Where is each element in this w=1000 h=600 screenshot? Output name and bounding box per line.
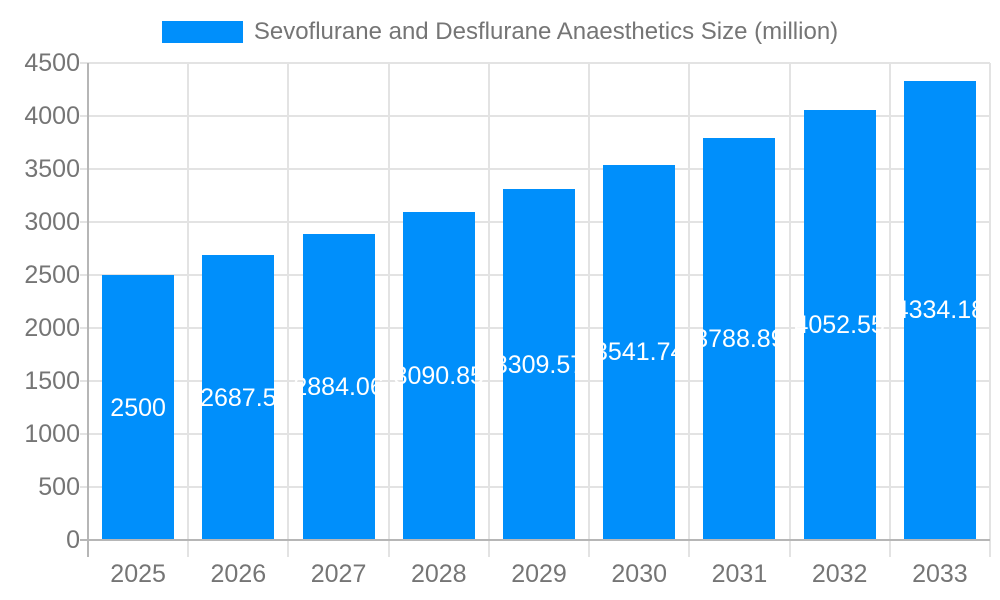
y-axis-tick-label: 4000 — [24, 102, 80, 130]
y-axis-line — [87, 63, 89, 557]
bar[interactable] — [402, 212, 475, 540]
y-axis-tick-label: 1500 — [24, 367, 80, 395]
bar-value-label: 3541.74 — [594, 338, 685, 367]
x-axis-tick-label: 2030 — [611, 560, 668, 588]
y-axis-tick-label: 3000 — [24, 208, 80, 236]
y-axis-tick-label: 4500 — [24, 49, 80, 77]
gridline-vertical — [487, 63, 490, 557]
legend-label: Sevoflurane and Desflurane Anaesthetics … — [253, 18, 839, 45]
gridline-vertical — [387, 63, 390, 557]
bar[interactable] — [202, 255, 275, 540]
bar[interactable] — [102, 275, 175, 540]
gridline-vertical — [688, 63, 691, 557]
bar[interactable] — [803, 110, 876, 540]
bar-value-label: 4334.18 — [894, 296, 986, 325]
bar-value-label: 2500 — [110, 393, 166, 422]
y-axis-tick-label: 2500 — [24, 261, 80, 289]
bar[interactable] — [703, 138, 776, 540]
bar-value-label: 3788.89 — [694, 325, 785, 354]
plot-area: 0 500 1000 1500 2000 2500 3000 3500 4000 4500 2500… — [24, 50, 991, 587]
gridline-horizontal — [80, 115, 990, 117]
gridline-horizontal — [80, 168, 990, 170]
x-axis-tick-label: 2029 — [511, 560, 567, 588]
bar-value-label: 3090.85 — [393, 362, 484, 391]
y-axis-tick-label: 3500 — [24, 155, 80, 183]
y-axis-tick-label: 500 — [38, 473, 80, 501]
x-axis-tick-label: 2027 — [310, 560, 367, 588]
bar[interactable] — [302, 234, 375, 540]
y-axis-tick-label: 0 — [66, 526, 80, 554]
x-axis-tick-label: 2032 — [811, 560, 868, 588]
gridline-vertical — [287, 63, 290, 557]
bar[interactable] — [503, 189, 575, 540]
bar[interactable] — [603, 164, 676, 540]
x-axis-tick-label: 2028 — [410, 560, 467, 588]
gridline-vertical — [588, 63, 591, 557]
gridline-vertical — [989, 63, 991, 557]
x-axis-tick-label: 2026 — [210, 560, 267, 588]
bar-value-label: 4052.55 — [794, 311, 885, 340]
gridline-vertical — [888, 63, 891, 557]
gridline-vertical — [187, 63, 190, 557]
bar-value-label: 2884.06 — [293, 373, 384, 402]
gridline-vertical — [788, 63, 791, 557]
y-axis-tick-label: 2000 — [24, 314, 80, 342]
legend-item[interactable]: Sevoflurane and Desflurane Anaesthetics … — [0, 18, 1000, 46]
x-axis-tick-label: 2033 — [912, 560, 968, 588]
x-axis-line — [80, 539, 990, 541]
bar[interactable] — [903, 80, 976, 540]
x-axis-tick-label: 2031 — [711, 560, 768, 588]
gridline-horizontal — [80, 62, 990, 64]
legend-swatch — [161, 21, 243, 43]
x-axis-tick-label: 2025 — [110, 560, 166, 588]
bar-value-label: 3309.57 — [493, 350, 585, 379]
y-axis-tick-label: 1000 — [24, 420, 80, 448]
bar-value-label: 2687.5 — [200, 383, 277, 412]
